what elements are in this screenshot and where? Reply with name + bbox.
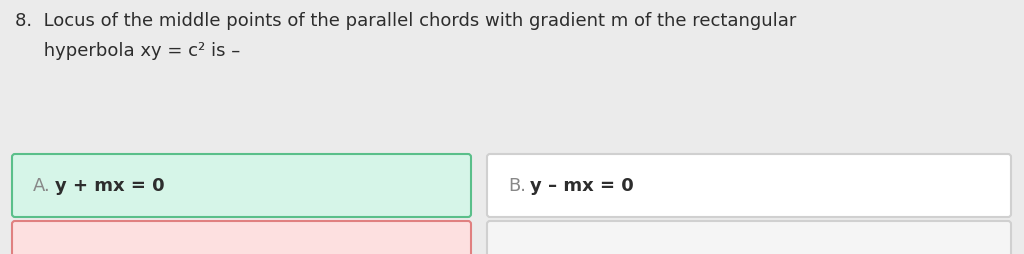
Text: y – mx = 0: y – mx = 0	[530, 177, 634, 195]
FancyBboxPatch shape	[487, 154, 1011, 217]
FancyBboxPatch shape	[12, 154, 471, 217]
Text: B.: B.	[508, 177, 526, 195]
Text: y + mx = 0: y + mx = 0	[55, 177, 165, 195]
Text: 8.  Locus of the middle points of the parallel chords with gradient m of the rec: 8. Locus of the middle points of the par…	[15, 12, 797, 30]
FancyBboxPatch shape	[487, 221, 1011, 254]
Text: hyperbola xy = c² is –: hyperbola xy = c² is –	[15, 42, 241, 60]
FancyBboxPatch shape	[12, 221, 471, 254]
Text: A.: A.	[33, 177, 51, 195]
